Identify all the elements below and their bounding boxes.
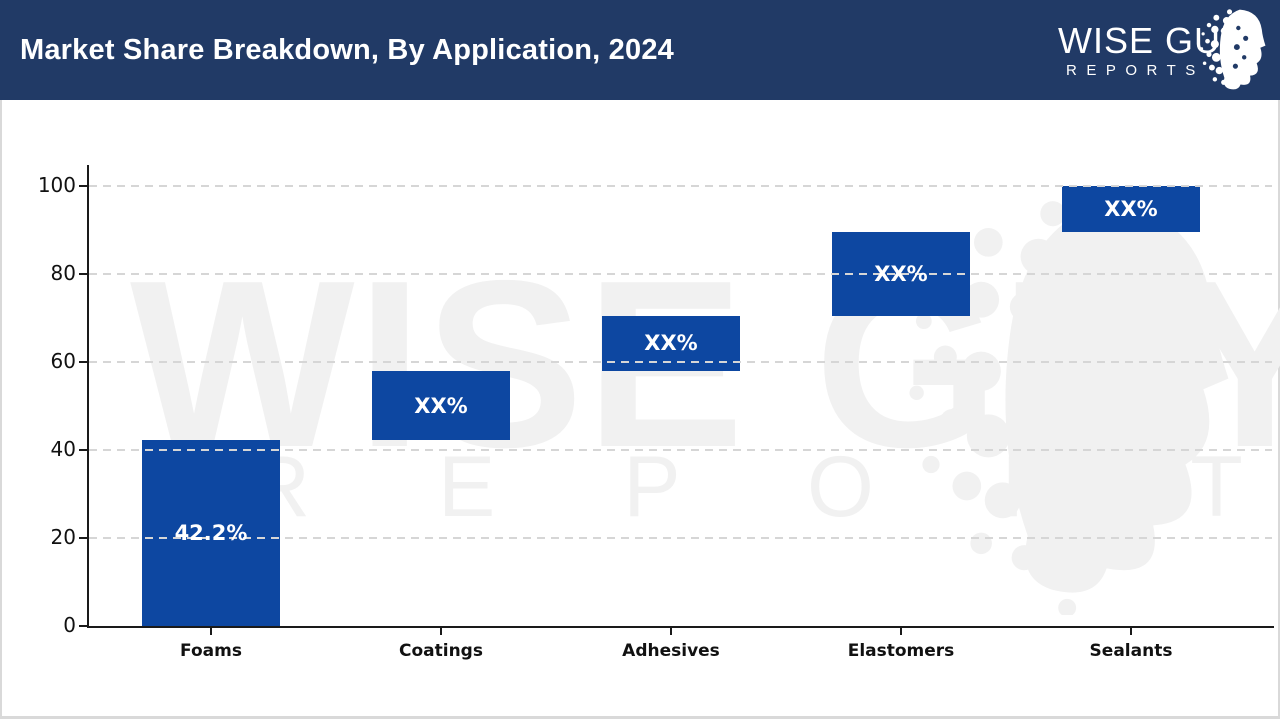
x-tick-mark-coatings: [440, 628, 442, 635]
bar-value-label-sealants: XX%: [1104, 197, 1158, 222]
gridline-100: [89, 185, 1272, 187]
x-tick-label-coatings: Coatings: [399, 641, 483, 661]
brand-logo: WISE GUY REPORTS: [1020, 0, 1270, 100]
waterfall-chart: 0 20 40 60 80 100 Foams Coatings Adhesives Elasto…: [0, 100, 1280, 720]
y-tick-mark-60: [79, 361, 88, 363]
y-tick-label-60: 60: [50, 349, 76, 373]
brand-logo-head-icon: [1200, 9, 1266, 90]
x-tick-mark-foams: [210, 628, 212, 635]
gridline-40: [89, 449, 1272, 451]
bar-sealants: [1062, 186, 1200, 233]
y-tick-mark-100: [79, 185, 88, 187]
y-axis-line: [87, 165, 89, 626]
x-tick-label-sealants: Sealants: [1089, 641, 1173, 661]
header-bar: Market Share Breakdown, By Application, …: [0, 0, 1280, 100]
x-tick-mark-elastomers: [900, 628, 902, 635]
brand-logo-subtext: REPORTS: [1066, 62, 1205, 79]
bar-coatings: [372, 370, 510, 441]
bar-value-label-coatings: XX%: [414, 393, 468, 418]
x-tick-mark-adhesives: [670, 628, 672, 635]
y-tick-label-80: 80: [50, 261, 76, 285]
y-tick-mark-80: [79, 273, 88, 275]
bar-value-label-adhesives: XX%: [644, 331, 698, 356]
x-axis-line: [87, 626, 1274, 628]
x-tick-label-adhesives: Adhesives: [622, 641, 720, 661]
y-tick-mark-0: [79, 625, 88, 627]
y-tick-label-100: 100: [37, 173, 76, 197]
y-tick-label-40: 40: [50, 437, 76, 461]
x-tick-mark-sealants: [1130, 628, 1132, 635]
x-tick-label-foams: Foams: [180, 641, 242, 661]
x-tick-label-elastomers: Elastomers: [847, 641, 955, 661]
bar-value-label-foams: 42.2%: [174, 521, 248, 546]
bar-foams: [142, 440, 280, 626]
gridline-20: [89, 537, 1272, 539]
gridline-60: [89, 361, 1272, 363]
y-tick-label-0: 0: [63, 613, 76, 637]
page-title: Market Share Breakdown, By Application, …: [20, 33, 674, 66]
bar-value-label-elastomers: XX%: [874, 261, 928, 286]
y-tick-label-20: 20: [50, 525, 76, 549]
y-tick-mark-20: [79, 537, 88, 539]
gridline-80: [89, 273, 1272, 275]
y-tick-mark-40: [79, 449, 88, 451]
